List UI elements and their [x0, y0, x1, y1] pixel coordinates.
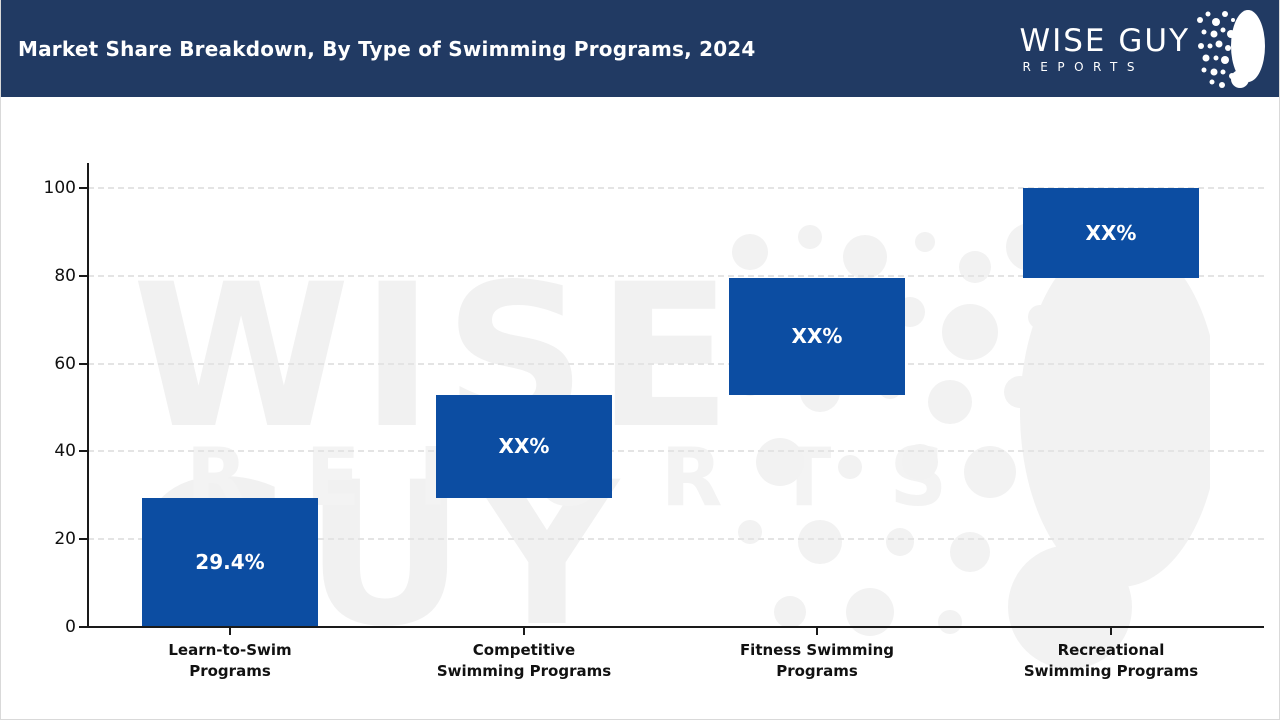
y-tick	[79, 274, 87, 277]
brand-subname: REPORTS	[1022, 59, 1144, 74]
y-tick-label: 0	[65, 617, 76, 637]
x-tick	[229, 628, 231, 635]
y-tick-label: 60	[54, 353, 76, 374]
y-tick	[79, 626, 87, 628]
y-tick-label: 100	[43, 178, 76, 198]
y-tick	[79, 450, 87, 453]
x-category-label: Learn-to-Swim Programs	[168, 641, 292, 680]
brand-logo-text: WISE GUY REPORTS	[1019, 24, 1190, 74]
y-tick	[79, 362, 87, 365]
bar-value-label: XX%	[791, 324, 843, 349]
y-tick-label: 80	[54, 265, 76, 286]
x-tick	[816, 628, 818, 635]
gridline	[88, 538, 1264, 541]
bar-segment: 29.4%	[142, 497, 318, 627]
bar-segment: XX%	[729, 277, 905, 395]
bar-value-label: XX%	[498, 434, 550, 459]
brand-logo: WISE GUY REPORTS	[1019, 0, 1266, 97]
x-tick	[1110, 628, 1112, 635]
x-category-label: Recreational Swimming Programs	[1023, 641, 1199, 680]
bar-value-label: XX%	[1085, 220, 1137, 245]
brand-face-icon	[1197, 9, 1265, 88]
page-title: Market Share Breakdown, By Type of Swimm…	[18, 36, 756, 61]
x-tick	[523, 628, 525, 635]
y-axis	[87, 163, 89, 628]
gridline	[88, 450, 1264, 453]
gridline	[88, 274, 1264, 277]
x-category-label: Competitive Swimming Programs	[436, 641, 612, 680]
y-tick	[79, 187, 87, 189]
x-category-label: Fitness Swimming Programs	[739, 641, 895, 680]
bar-segment: XX%	[1023, 188, 1199, 278]
header-bar: Market Share Breakdown, By Type of Swimm…	[0, 0, 1280, 97]
x-axis	[87, 626, 1264, 628]
gridline	[88, 362, 1264, 365]
y-tick-label: 20	[54, 529, 76, 550]
y-tick	[79, 538, 87, 541]
y-tick-label: 40	[54, 441, 76, 462]
bar-segment: XX%	[436, 394, 612, 498]
gridline	[88, 187, 1264, 189]
brand-name: WISE GUY	[1019, 22, 1190, 59]
bar-value-label: 29.4%	[195, 550, 265, 575]
